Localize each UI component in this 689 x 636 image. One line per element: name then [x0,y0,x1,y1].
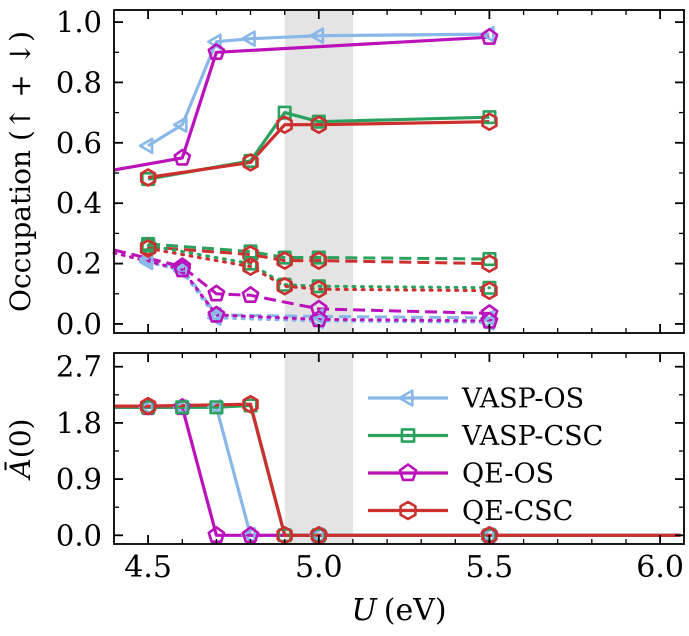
y-tick-label: 0.6 [56,126,102,160]
QE-CSC-marker [310,115,328,134]
y-tick-label: 0.9 [56,462,102,496]
x-tick-label: 4.5 [124,550,172,585]
legend-marker-hexagon [399,500,417,521]
VASP-OS-marker [241,30,256,47]
series-VASP-OS-solid-line [147,32,490,148]
y-tick-label: 0.4 [56,186,102,220]
series-VASP-OS-dotted-line [146,260,491,324]
QE-OS-marker [207,305,226,323]
series-QE-CSC-dotted-line [146,247,491,293]
QE-OS-marker [241,285,260,304]
QE-CSC-marker [481,112,498,131]
VASP-OS-marker [138,137,154,155]
legend: VASP-OS VASP-CSC QE-OS QE-CSC [368,384,603,527]
QE-CSC-marker [276,276,293,296]
QE-CSC-marker [242,394,259,414]
VASP-OS-marker [241,526,256,544]
axis-spine [113,352,685,545]
legend-entry-QE-CSC: QE-CSC [368,496,573,527]
y-tick-label: 1.0 [56,5,102,39]
QE-OS-marker [480,304,499,322]
QE-OS-marker [207,284,226,302]
legend-label: QE-OS [462,459,554,490]
axis-spine [113,9,685,334]
y-tick-label: 2.7 [56,350,102,384]
VASP-OS-marker [138,253,154,271]
series-QE-OS-dotted-line [112,251,491,323]
QE-OS-marker [207,42,226,61]
VASP-OS-marker [309,526,325,544]
VASP-OS-marker [172,399,188,416]
legend-entry-VASP-OS: VASP-OS [368,384,584,415]
series-QE-OS-solid-line [113,35,490,172]
legend-marker-triangle-left [398,389,414,407]
shaded-band [284,10,353,333]
VASP-OS-marker [309,27,325,44]
series-QE-CSC-dashed-line [147,245,490,266]
legend-label: VASP-CSC [461,421,603,452]
QE-OS-marker [480,27,499,45]
VASP-OS-marker [172,116,188,133]
QE-CSC-marker [310,279,328,299]
panel-occupation: 0.0 0.2 0.4 0.6 0.8 1.0 Occupation (↑ + ↓) [4,5,685,341]
VASP-CSC-marker [209,400,224,415]
QE-CSC-marker [139,239,157,258]
x-tick-label: 6.0 [636,550,684,585]
VASP-OS-marker [172,262,188,280]
QE-CSC-marker [242,153,259,172]
series-QE-OS-dashed-line [113,248,490,315]
y-tick-label: 1.8 [56,406,102,440]
QE-OS-marker [173,260,192,278]
legend-label: QE-CSC [462,496,573,527]
series-QE-CSC-solid-line [147,120,490,180]
x-tick-label: 5.5 [466,550,514,585]
VASP-OS-marker [138,399,154,416]
VASP-OS-marker [207,399,222,416]
QE-CSC-marker [139,396,157,416]
VASP-OS-marker [309,312,325,330]
VASP-CSC-marker [277,105,292,120]
legend-marker-pentagon [398,463,418,482]
y-tick-label: 0.8 [56,65,102,99]
QE-CSC-marker [276,251,293,270]
VASP-OS-marker [480,526,495,544]
y-tick-label: 0.0 [56,518,102,552]
panel-spectral-weight: 0.0 0.9 1.8 2.7 4.5 5.0 5.5 6.0 Ā(0) [4,350,685,585]
VASP-CSC-marker [175,400,190,415]
legend-entry-QE-OS: QE-OS [368,459,554,490]
QE-CSC-marker [276,115,293,134]
series-VASP-CSC-dashed-line [147,242,490,261]
legend-label: VASP-OS [461,384,584,415]
y-tick-label: 0.2 [56,247,102,281]
QE-CSC-marker [242,245,259,264]
series-VASP-CSC-dotted-line [146,244,491,290]
legend-marker-square [400,428,416,443]
shaded-band [284,353,353,544]
QE-CSC-marker [481,281,498,301]
x-axis-label: U (eV) [351,593,446,628]
QE-OS-marker [173,257,192,275]
x-tick-label: 5.0 [295,550,343,585]
QE-CSC-marker [481,254,498,273]
y-axis-label-occupation: Occupation (↑ + ↓) [4,31,37,312]
QE-CSC-marker [310,251,328,270]
QE-CSC-marker [139,168,157,187]
y-axis-label-spectral-weight: Ā(0) [4,419,37,482]
QE-CSC-marker [242,257,259,276]
legend-entry-VASP-CSC: VASP-CSC [368,421,603,452]
y-tick-label: 0.0 [56,307,102,341]
QE-OS-marker [173,148,192,166]
VASP-OS-marker [480,314,495,331]
